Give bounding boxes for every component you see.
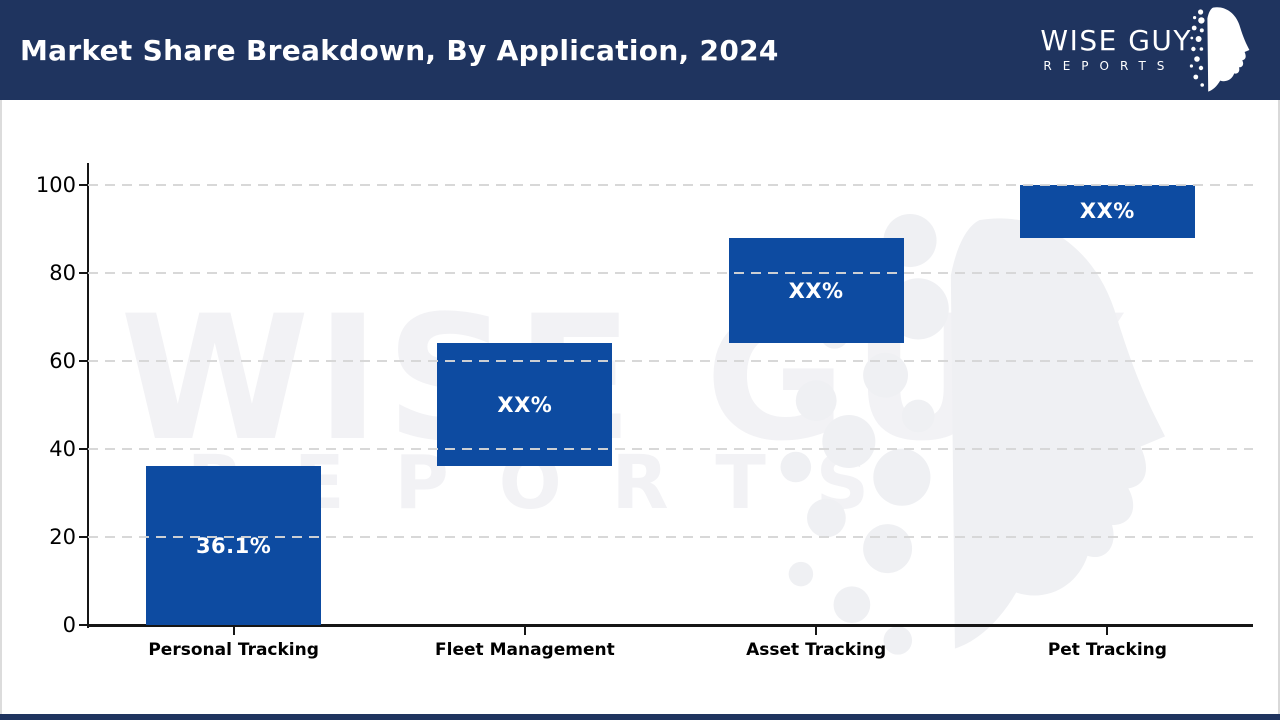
watermark: WISE GUY REPORTS xyxy=(120,214,1166,655)
header: Market Share Breakdown, By Application, … xyxy=(0,0,1280,100)
logo-wordmark: WISE GUY xyxy=(1040,24,1192,57)
wise-guy-reports-logo: WISE GUY REPORTS xyxy=(1040,6,1280,94)
logo-subtitle: REPORTS xyxy=(1043,59,1176,73)
footer-bar xyxy=(0,714,1280,720)
watermark-head-profile-icon xyxy=(780,214,1166,655)
page-title: Market Share Breakdown, By Application, … xyxy=(20,33,779,67)
chart-canvas: WISE GUY REPORTS xyxy=(0,100,1280,714)
logo-text: WISE GUY REPORTS xyxy=(1040,24,1192,74)
logo-head-profile-icon xyxy=(1189,7,1250,92)
